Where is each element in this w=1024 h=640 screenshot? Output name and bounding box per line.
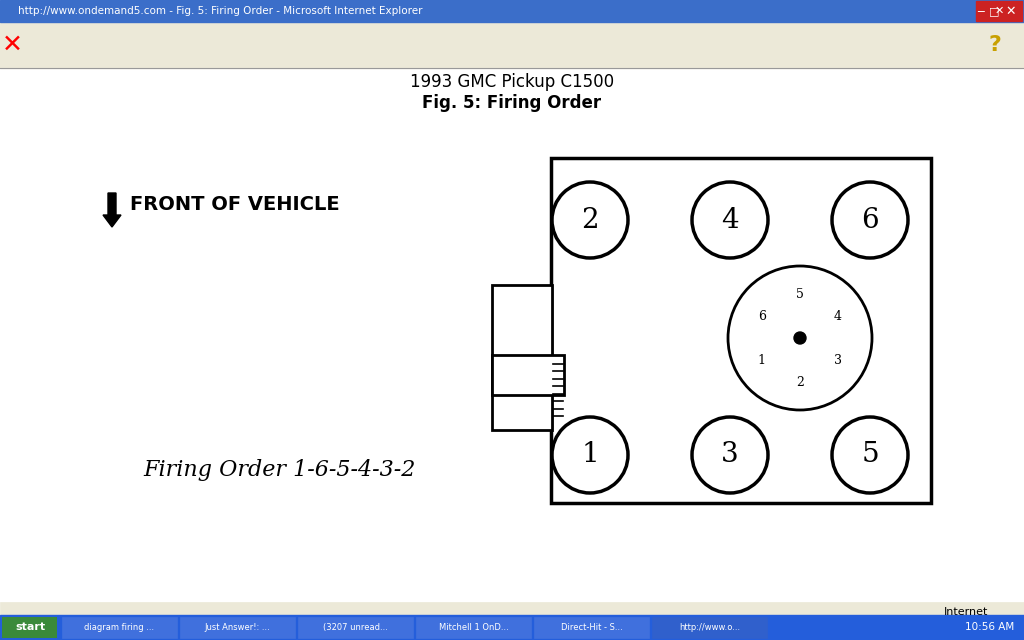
Text: 4: 4: [835, 310, 842, 323]
Bar: [652, 617, 767, 638]
Text: FRONT OF VEHICLE: FRONT OF VEHICLE: [130, 195, 340, 214]
Text: 5: 5: [796, 287, 804, 301]
Bar: [416, 617, 531, 638]
Circle shape: [692, 182, 768, 258]
Text: Direct-Hit - S...: Direct-Hit - S...: [560, 623, 623, 632]
FancyArrow shape: [103, 193, 121, 227]
Text: (3207 unread...: (3207 unread...: [323, 623, 388, 632]
Bar: [551, 158, 931, 503]
Circle shape: [831, 182, 908, 258]
Text: Just Answer!: ...: Just Answer!: ...: [205, 623, 270, 632]
Bar: [492, 285, 552, 430]
Text: ✕: ✕: [1, 33, 23, 57]
Text: 4: 4: [721, 207, 738, 234]
Text: 1993 GMC Pickup C1500: 1993 GMC Pickup C1500: [410, 73, 614, 91]
Text: □: □: [988, 6, 999, 16]
Bar: [534, 617, 649, 638]
Text: ✕: ✕: [994, 6, 1004, 16]
Text: ?: ?: [988, 35, 1001, 55]
Bar: [0, 22, 1024, 68]
Bar: [62, 617, 177, 638]
Bar: [976, 1, 1022, 21]
Text: ✕: ✕: [1006, 4, 1016, 17]
Bar: [298, 617, 413, 638]
Bar: [0, 602, 1024, 622]
Text: 5: 5: [861, 442, 879, 468]
Text: Firing Order 1-6-5-4-3-2: Firing Order 1-6-5-4-3-2: [143, 459, 416, 481]
Text: 2: 2: [582, 207, 599, 234]
Text: Internet: Internet: [944, 607, 988, 617]
Text: 3: 3: [721, 442, 738, 468]
Circle shape: [794, 332, 806, 344]
Bar: [0, 68, 1024, 602]
Text: start: start: [15, 623, 45, 632]
Text: http://www.o...: http://www.o...: [679, 623, 740, 632]
Circle shape: [692, 417, 768, 493]
Circle shape: [552, 182, 628, 258]
Circle shape: [831, 417, 908, 493]
Bar: [180, 617, 295, 638]
Text: 10:56 AM: 10:56 AM: [965, 623, 1014, 632]
Circle shape: [552, 417, 628, 493]
Text: Fig. 5: Firing Order: Fig. 5: Firing Order: [423, 94, 601, 112]
Text: Mitchell 1 OnD...: Mitchell 1 OnD...: [438, 623, 508, 632]
Text: 2: 2: [796, 376, 804, 388]
Text: 1: 1: [582, 442, 599, 468]
Circle shape: [728, 266, 872, 410]
Bar: [974, 24, 1016, 66]
Bar: [0, 615, 1024, 640]
Text: diagram firing ...: diagram firing ...: [84, 623, 155, 632]
Text: 6: 6: [758, 310, 766, 323]
Text: ─: ─: [977, 6, 984, 16]
Text: 1: 1: [758, 353, 766, 367]
Bar: [2, 617, 57, 638]
Text: http://www.ondemand5.com - Fig. 5: Firing Order - Microsoft Internet Explorer: http://www.ondemand5.com - Fig. 5: Firin…: [18, 6, 423, 16]
Bar: [492, 355, 564, 395]
Text: 3: 3: [835, 353, 842, 367]
Text: 6: 6: [861, 207, 879, 234]
Bar: [0, 0, 1024, 22]
